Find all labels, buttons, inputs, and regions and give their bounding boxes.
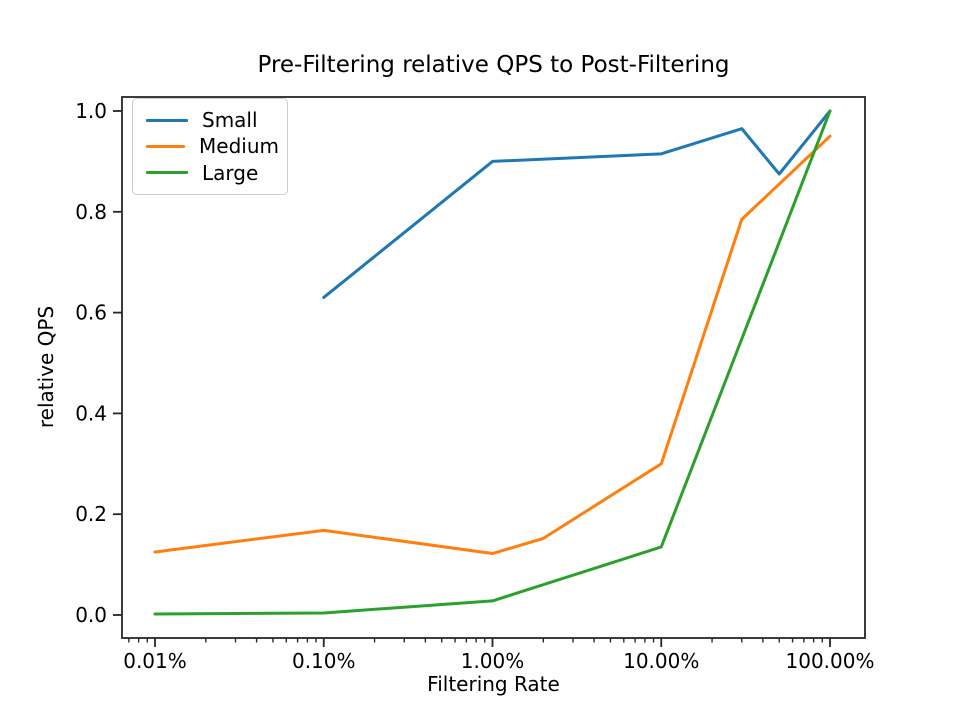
- chart-title: Pre-Filtering relative QPS to Post-Filte…: [257, 52, 730, 78]
- y-axis-label: relative QPS: [34, 305, 58, 429]
- legend-line-swatch: [146, 118, 188, 122]
- y-tick-label: 0.0: [75, 603, 107, 627]
- x-tick-label: 0.01%: [123, 649, 187, 673]
- y-tick-label: 0.6: [75, 301, 107, 325]
- plot-frame: [121, 96, 866, 639]
- series-line-small: [322, 109, 832, 299]
- x-axis-label: Filtering Rate: [427, 672, 560, 696]
- legend-line-swatch: [146, 144, 186, 148]
- series-line-medium: [153, 134, 832, 556]
- legend-line-swatch: [146, 171, 188, 175]
- series-line-large: [153, 109, 832, 616]
- legend-label: Small: [202, 108, 258, 133]
- y-tick-label: 0.4: [75, 401, 107, 425]
- legend-item-small: Small: [146, 109, 279, 131]
- x-tick-label: 0.10%: [292, 649, 356, 673]
- legend-label: Medium: [199, 134, 279, 159]
- y-tick-label: 1.0: [75, 99, 107, 123]
- legend-item-large: Large: [146, 162, 279, 184]
- x-tick-label: 100.00%: [786, 649, 875, 673]
- x-tick-label: 1.00%: [461, 649, 525, 673]
- y-tick-label: 0.8: [75, 200, 107, 224]
- legend: Small Medium Large: [132, 98, 288, 195]
- y-tick-label: 0.2: [75, 502, 107, 526]
- legend-label: Large: [202, 160, 259, 185]
- legend-item-medium: Medium: [146, 135, 279, 157]
- x-tick-label: 10.00%: [623, 649, 699, 673]
